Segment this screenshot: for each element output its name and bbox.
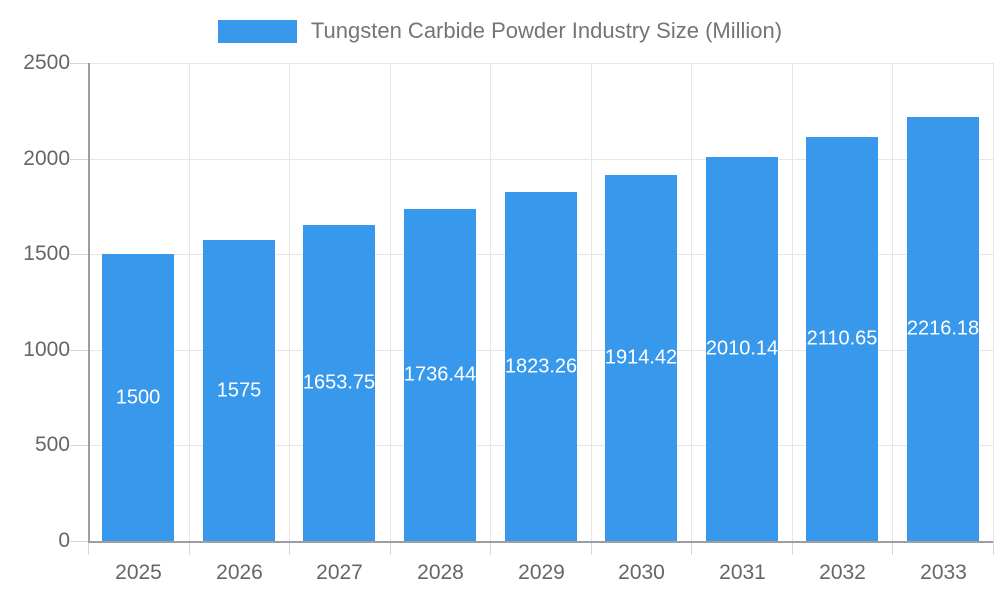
y-axis-label: 2000 [23, 147, 70, 170]
bar[interactable]: 1500 [102, 254, 174, 541]
x-axis-label: 2030 [618, 561, 665, 584]
x-axis-line [88, 541, 993, 543]
x-axis-tick [892, 541, 893, 555]
bar-value-label: 2110.65 [806, 327, 878, 350]
gridline-vertical [189, 63, 190, 541]
x-axis-tick [88, 541, 89, 555]
x-axis-label: 2029 [518, 561, 565, 584]
x-axis-tick [691, 541, 692, 555]
y-axis-tick [70, 445, 88, 446]
gridline-horizontal [88, 159, 993, 160]
y-axis-label: 1500 [23, 242, 70, 265]
x-axis-label: 2026 [216, 561, 263, 584]
bar-value-label: 1500 [115, 386, 161, 408]
x-axis-tick [792, 541, 793, 555]
x-axis-label: 2031 [719, 561, 766, 584]
gridline-vertical [792, 63, 793, 541]
x-axis-tick [490, 541, 491, 555]
x-axis-label: 2025 [115, 561, 162, 584]
gridline-vertical [892, 63, 893, 541]
bar[interactable]: 1823.26 [505, 192, 577, 541]
x-axis-label: 2027 [316, 561, 363, 584]
y-axis-tick [70, 63, 88, 64]
gridline-vertical [390, 63, 391, 541]
legend[interactable]: Tungsten Carbide Powder Industry Size (M… [0, 16, 1000, 46]
y-axis-tick [70, 541, 88, 542]
x-axis-label: 2032 [819, 561, 866, 584]
y-axis-tick [70, 159, 88, 160]
bar[interactable]: 2010.14 [706, 157, 778, 541]
gridline-vertical [289, 63, 290, 541]
gridline-vertical [490, 63, 491, 541]
x-axis-tick [591, 541, 592, 555]
x-axis-tick [390, 541, 391, 555]
gridline-horizontal [88, 63, 993, 64]
gridline-vertical [691, 63, 692, 541]
y-axis-label: 0 [58, 529, 70, 552]
bar-value-label: 2010.14 [706, 337, 778, 360]
y-axis-tick [70, 254, 88, 255]
x-axis-tick [993, 541, 994, 555]
bar[interactable]: 1736.44 [404, 209, 476, 541]
y-axis-label: 1000 [23, 338, 70, 361]
x-axis-label: 2028 [417, 561, 464, 584]
x-axis-tick [189, 541, 190, 555]
legend-swatch [217, 19, 297, 43]
bar-value-label: 2216.18 [907, 317, 979, 340]
x-axis-tick [289, 541, 290, 555]
y-axis-label: 2500 [23, 51, 70, 74]
bar[interactable]: 1914.42 [605, 175, 677, 541]
bar-value-label: 1575 [216, 379, 262, 401]
y-axis-tick [70, 350, 88, 351]
bar-value-label: 1736.44 [404, 363, 476, 386]
gridline-vertical [591, 63, 592, 541]
bar[interactable]: 1653.75 [303, 225, 375, 541]
bar[interactable]: 1575 [203, 240, 275, 541]
bar-value-label: 1653.75 [303, 371, 375, 394]
bar[interactable]: 2216.18 [907, 117, 979, 541]
y-axis-label: 500 [34, 433, 70, 456]
x-axis-label: 2033 [920, 561, 967, 584]
bar-value-label: 1823.26 [505, 355, 577, 377]
y-axis-line [88, 63, 90, 543]
bar-value-label: 1914.42 [605, 346, 677, 369]
legend-label: Tungsten Carbide Powder Industry Size (M… [310, 18, 783, 43]
gridline-vertical [993, 63, 994, 541]
bar[interactable]: 2110.65 [806, 137, 878, 541]
